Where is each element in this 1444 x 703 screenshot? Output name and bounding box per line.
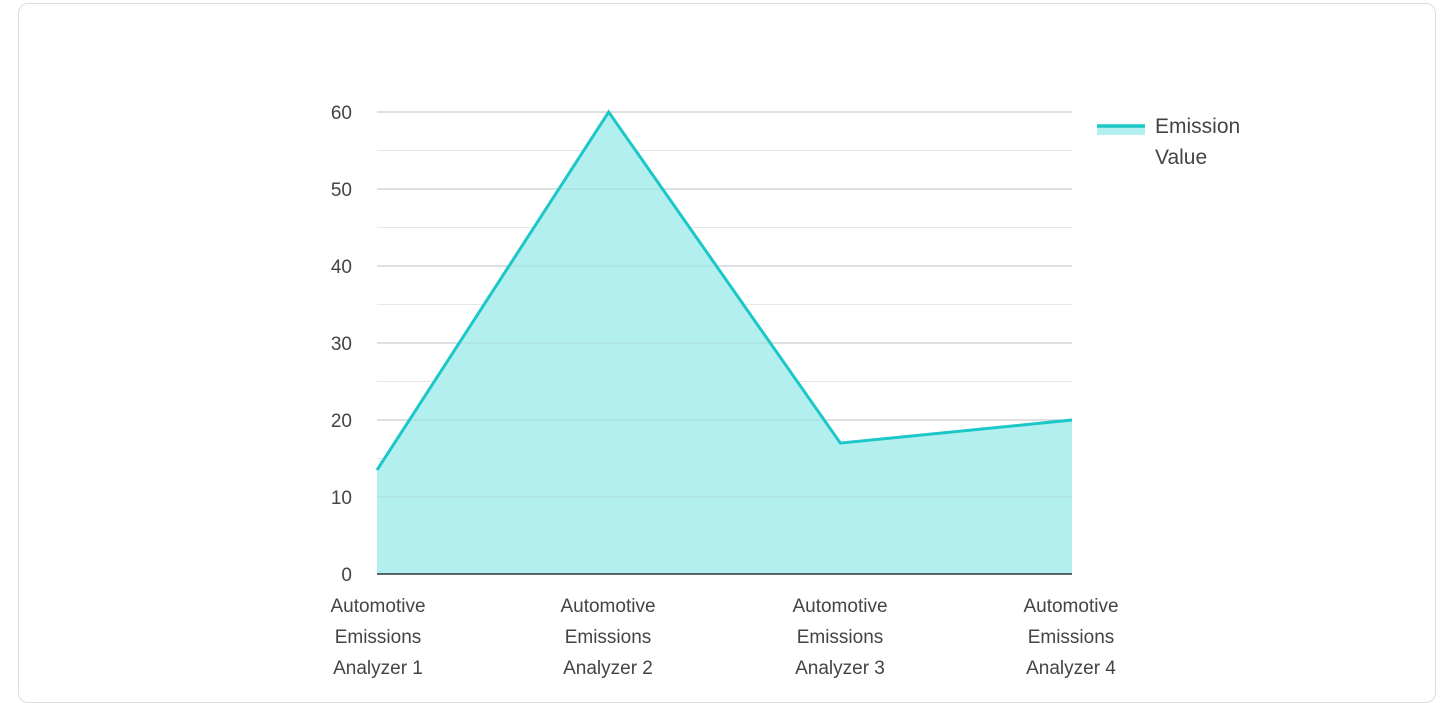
legend: Emission Value — [1097, 115, 1240, 169]
legend-label: Value — [1155, 146, 1207, 169]
x-category-line: Analyzer 3 — [795, 658, 885, 679]
x-category-line: Emissions — [797, 627, 884, 648]
y-tick-label: 30 — [331, 334, 352, 355]
x-category-label: Automotive Emissions Analyzer 3 — [792, 596, 887, 679]
legend-label: Emission — [1155, 115, 1240, 138]
x-axis-categories: Automotive Emissions Analyzer 1 Automotive E… — [330, 596, 1118, 679]
y-tick-label: 20 — [331, 411, 352, 432]
x-category-line: Automotive — [330, 596, 425, 617]
x-category-line: Analyzer 4 — [1026, 658, 1116, 679]
x-category-label: Automotive Emissions Analyzer 1 — [330, 596, 425, 679]
x-category-line: Emissions — [565, 627, 652, 648]
x-category-line: Automotive — [560, 596, 655, 617]
x-category-line: Analyzer 1 — [333, 658, 423, 679]
x-category-line: Automotive — [792, 596, 887, 617]
x-category-line: Emissions — [335, 627, 422, 648]
x-category-line: Analyzer 2 — [563, 658, 653, 679]
y-tick-label: 50 — [331, 180, 352, 201]
y-tick-label: 0 — [341, 565, 352, 586]
series-area — [377, 112, 1072, 574]
y-tick-label: 10 — [331, 488, 352, 509]
x-category-line: Automotive — [1023, 596, 1118, 617]
x-category-label: Automotive Emissions Analyzer 2 — [560, 596, 655, 679]
x-category-line: Emissions — [1028, 627, 1115, 648]
y-axis-ticks: 0 10 20 30 40 50 60 — [331, 103, 352, 586]
y-tick-label: 60 — [331, 103, 352, 124]
x-category-label: Automotive Emissions Analyzer 4 — [1023, 596, 1118, 679]
y-tick-label: 40 — [331, 257, 352, 278]
